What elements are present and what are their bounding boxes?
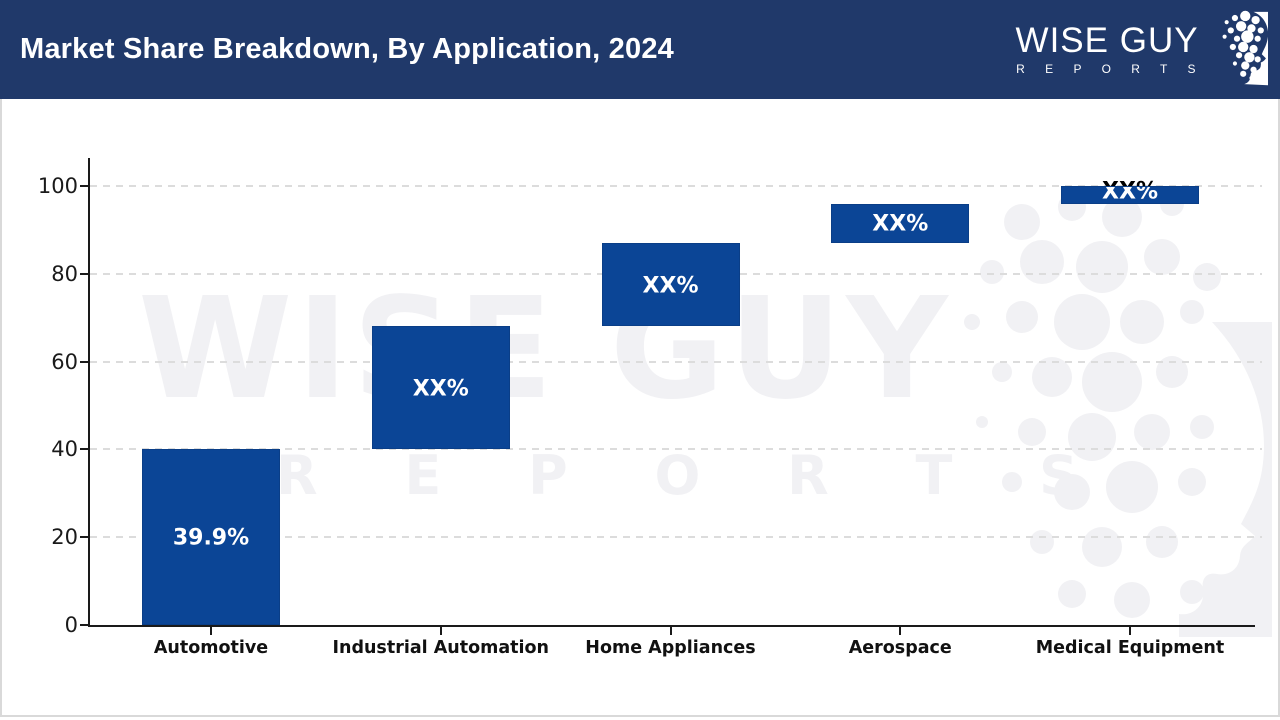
x-tick-mark — [899, 627, 902, 635]
y-tick-mark — [80, 448, 89, 451]
category-label: Automotive — [153, 638, 269, 658]
x-tick-mark — [210, 627, 212, 635]
gridline — [90, 185, 1262, 187]
y-tick-label: 80 — [51, 261, 78, 286]
x-axis — [88, 625, 1255, 627]
bar-label: XX% — [642, 273, 699, 299]
brand-name: WISE GUY — [1015, 20, 1199, 60]
gridline — [90, 448, 1262, 451]
y-tick-mark — [80, 624, 89, 626]
watermark-text: WISE GUY — [138, 268, 952, 431]
x-tick-mark — [669, 627, 672, 635]
y-tick-label: 40 — [51, 437, 78, 462]
y-tick-mark — [80, 536, 89, 539]
category-label: Aerospace — [848, 638, 952, 658]
x-tick-mark — [439, 627, 442, 635]
category-label: Industrial Automation — [332, 638, 550, 658]
y-tick-mark — [80, 185, 89, 187]
y-tick-label: 100 — [37, 174, 78, 198]
page-title: Market Share Breakdown, By Application, … — [20, 33, 674, 65]
y-tick-label: 60 — [51, 349, 78, 374]
app-header: Market Share Breakdown, By Application, … — [0, 0, 1280, 99]
watermark-reports-text: R E P O R T S — [276, 444, 1113, 507]
gridline — [90, 536, 1262, 539]
bottom-border — [0, 715, 1280, 717]
y-axis — [88, 158, 90, 627]
bar-label: 39.9% — [172, 525, 250, 551]
y-tick-label: 20 — [51, 525, 78, 550]
brand-logo: WISE GUY R E P O R T S — [1010, 9, 1269, 91]
y-tick-mark — [80, 272, 89, 275]
bar-label: XX% — [872, 211, 929, 237]
y-tick-mark — [80, 360, 89, 363]
category-label: Home Appliances — [585, 638, 756, 658]
bar: XX% — [601, 243, 740, 327]
y-tick-label: 0 — [64, 613, 78, 637]
bar: XX% — [371, 326, 510, 450]
bar-label: XX% — [1102, 186, 1158, 204]
bar: 39.9% — [142, 449, 280, 625]
bar-label: XX% — [412, 376, 469, 402]
x-tick-mark — [1129, 627, 1131, 635]
gridline — [90, 360, 1262, 363]
bar: XX% — [1061, 186, 1199, 204]
brand-wordmark: WISE GUY R E P O R T S — [1010, 20, 1204, 77]
category-label: Medical Equipment — [1035, 638, 1225, 658]
brand-head-icon — [1206, 9, 1269, 91]
bar: XX% — [831, 203, 970, 244]
brand-subtitle: R E P O R T S — [1016, 62, 1204, 77]
